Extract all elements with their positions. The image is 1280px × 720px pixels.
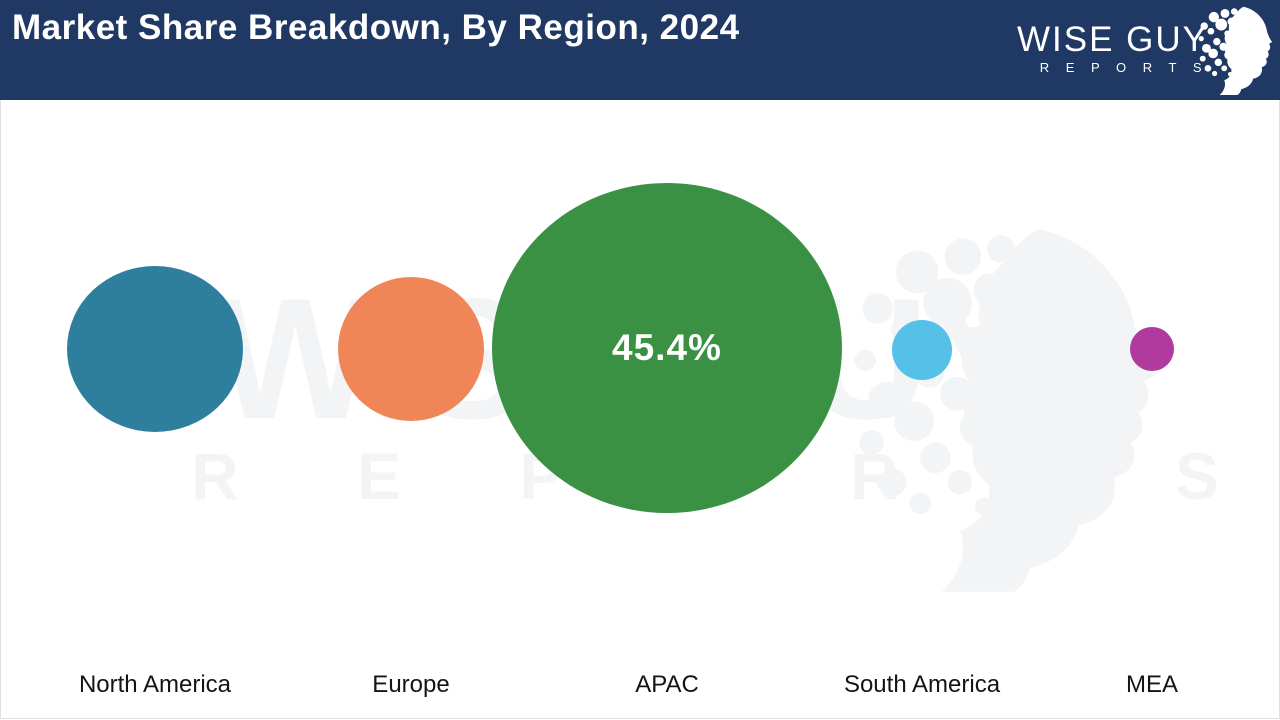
category-label-europe: Europe [372, 671, 450, 698]
category-label-mea: MEA [1125, 671, 1179, 698]
logo-wordmark: WISE GUY [1016, 20, 1208, 59]
bubble-south-america [892, 320, 952, 380]
watermark-head-icon [844, 226, 1164, 592]
bubble-north-america [67, 266, 243, 432]
bubble-europe [338, 277, 484, 421]
bubble-mea [1130, 327, 1174, 371]
category-label-north-america: North America [78, 671, 232, 698]
bubble-chart-area: WISE GUY R E P O R T S 45.4% North Ameri… [0, 100, 1280, 719]
logo-tagline: R E P O R T S [1039, 59, 1208, 75]
page-title: Market Share Breakdown, By Region, 2024 [12, 8, 740, 47]
category-label-apac: APAC [635, 671, 699, 698]
logo-wordmark-block: WISE GUY R E P O R T S [1016, 20, 1208, 75]
bubble-value-label-apac: 45.4% [612, 327, 722, 368]
bubble-apac: 45.4% [492, 183, 842, 513]
header-bar: Market Share Breakdown, By Region, 2024 … [0, 0, 1280, 100]
wise-guy-head-icon [1196, 6, 1274, 95]
wise-guy-logo: WISE GUY R E P O R T S [1017, 4, 1270, 96]
category-label-south-america: South America [843, 671, 1001, 698]
